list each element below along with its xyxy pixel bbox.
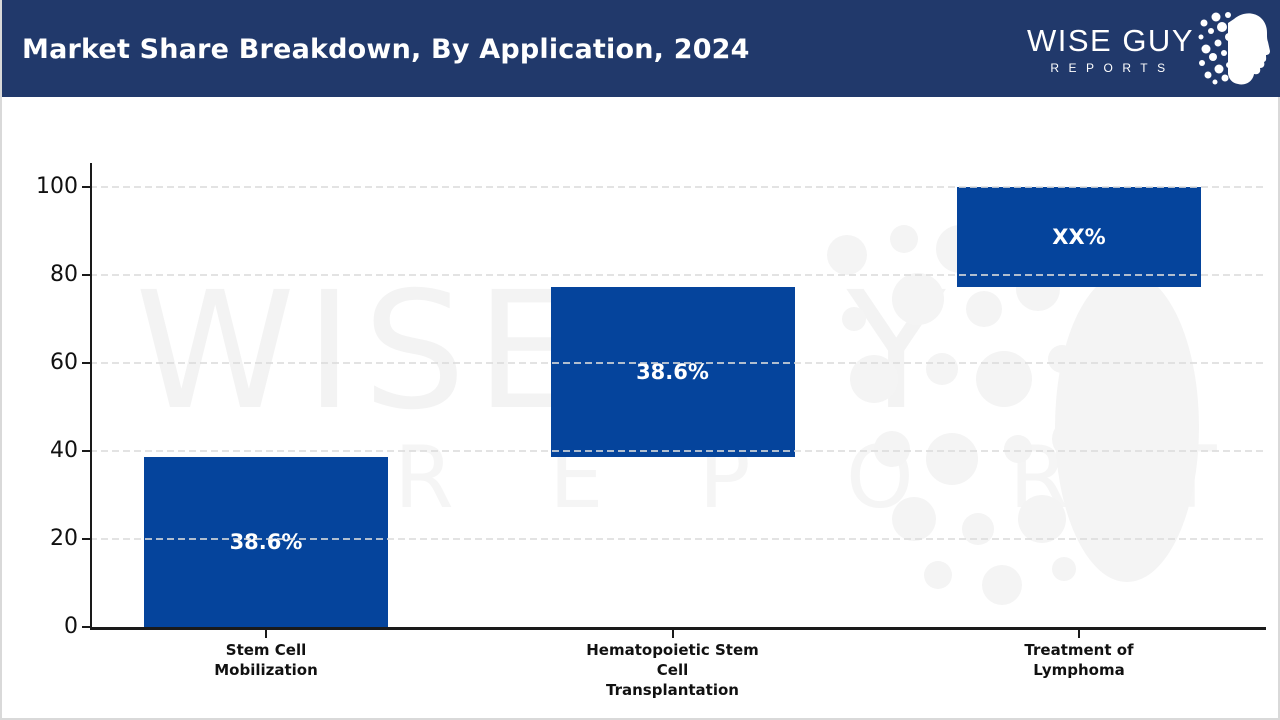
logo-face-icon xyxy=(1198,12,1270,85)
wise-guy-reports-logo: WISE GUY REPORTS xyxy=(1027,8,1270,90)
x-category-label-line: Lymphoma xyxy=(1033,661,1125,679)
x-axis-spine xyxy=(90,627,1266,630)
x-category-label-line: Hematopoietic Stem xyxy=(586,641,759,659)
logo-wordmark: WISE GUY xyxy=(1026,23,1194,58)
x-tick-mark xyxy=(671,630,674,638)
gridline xyxy=(90,538,1266,540)
logo-subtitle: REPORTS xyxy=(1050,61,1175,75)
y-tick-label: 20 xyxy=(50,526,78,551)
y-tick-mark xyxy=(82,186,90,188)
bar-value-label: XX% xyxy=(1052,225,1106,250)
bar-value-label: 38.6% xyxy=(229,530,303,555)
bar-segment: 38.6% xyxy=(550,287,795,458)
y-tick-mark xyxy=(82,538,90,540)
bar-segment: 38.6% xyxy=(144,457,388,627)
x-category-label-line: Stem Cell xyxy=(225,641,307,659)
x-tick-mark xyxy=(265,630,267,638)
x-tick-mark xyxy=(1078,630,1080,638)
y-tick-label: 60 xyxy=(50,350,78,375)
y-axis-spine xyxy=(90,163,92,630)
gridline xyxy=(90,362,1266,364)
bar-segment: XX% xyxy=(957,187,1201,288)
x-category-label-line: Treatment of xyxy=(1024,641,1134,659)
x-category-label-line: Transplantation xyxy=(606,681,739,699)
x-category-label-line: Mobilization xyxy=(214,661,318,679)
x-category-label: Hematopoietic Stem Cell Transplantation xyxy=(543,640,803,700)
header-band: Market Share Breakdown, By Application, … xyxy=(2,0,1280,97)
gridline xyxy=(90,274,1266,276)
y-tick-label: 80 xyxy=(50,262,78,287)
y-tick-label: 100 xyxy=(36,174,78,199)
y-tick-label: 40 xyxy=(50,438,78,463)
y-tick-label: 0 xyxy=(64,614,78,639)
bar-value-label: 38.6% xyxy=(636,360,709,385)
y-tick-mark xyxy=(82,626,90,628)
logo-text: WISE GUY REPORTS xyxy=(1027,23,1194,75)
watermark-wordmark: WISE G Y xyxy=(135,258,956,446)
chart-title: Market Share Breakdown, By Application, … xyxy=(22,34,750,65)
y-tick-mark xyxy=(82,450,90,452)
y-tick-mark xyxy=(82,274,90,276)
gridline xyxy=(90,186,1266,188)
x-category-label: Stem Cell Mobilization xyxy=(136,640,396,680)
x-category-label-line: Cell xyxy=(656,661,689,679)
y-tick-mark xyxy=(82,362,90,364)
gridline xyxy=(90,450,1266,452)
x-category-label: Treatment of Lymphoma xyxy=(949,640,1209,680)
